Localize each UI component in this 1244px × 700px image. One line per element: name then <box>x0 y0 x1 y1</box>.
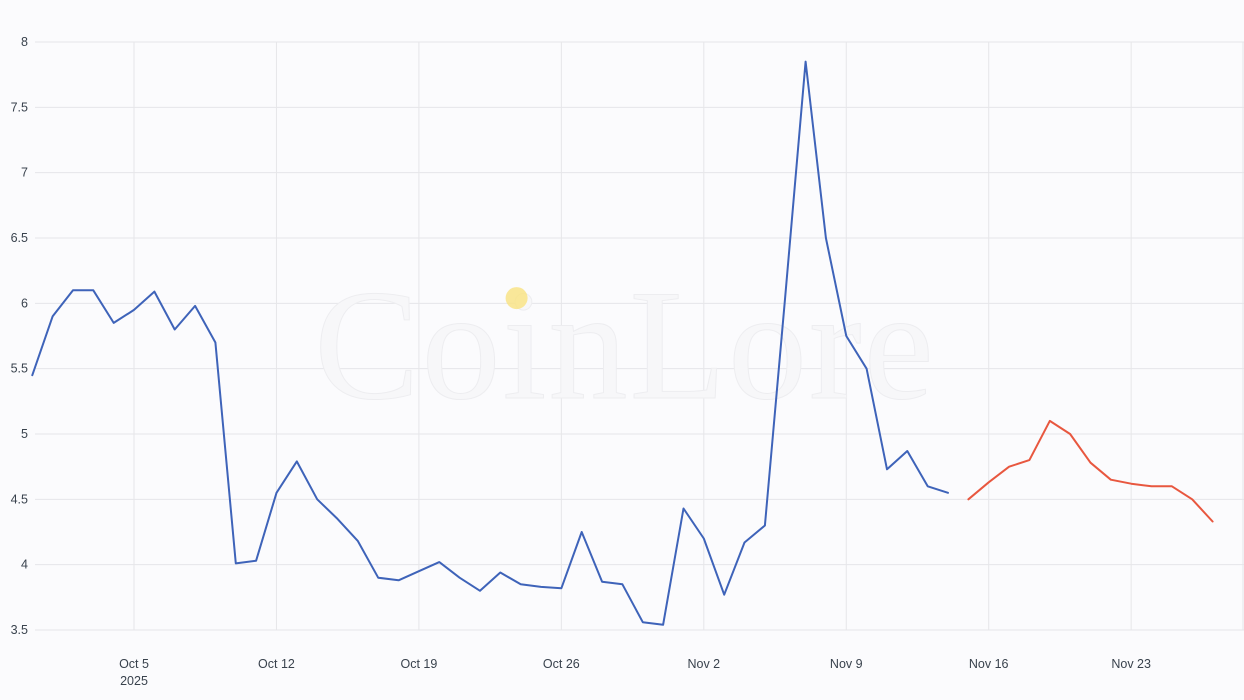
line-series-blue <box>31 60 949 626</box>
y-axis-tick-label: 5.5 <box>11 362 28 376</box>
x-axis-year-label: 2025 <box>120 674 148 688</box>
y-axis-tick-label: 4 <box>21 558 28 572</box>
x-axis-tick-label: Nov 2 <box>687 657 720 671</box>
x-axis-tick-label: Nov 16 <box>969 657 1009 671</box>
y-axis-tick-label: 8 <box>21 35 28 49</box>
x-axis-tick-label: Oct 19 <box>400 657 437 671</box>
y-axis-tick-label: 7 <box>21 166 28 180</box>
y-axis-tick-label: 7.5 <box>11 100 28 114</box>
grid-layer: 8 7.5 7 6.5 6 5.5 5 4.5 4 3.5 Oct 5 2025 Oct 12 Oct 1… <box>11 35 1244 688</box>
watermark-dot-layer <box>505 287 528 310</box>
x-axis-tick-label: Oct 26 <box>543 657 580 671</box>
series-layer <box>31 60 1214 626</box>
x-axis-tick-label: Nov 23 <box>1111 657 1151 671</box>
watermark-text: CoinLore <box>314 258 936 433</box>
line-series-orange <box>967 419 1214 523</box>
y-axis-tick-label: 5 <box>21 427 28 441</box>
x-axis-tick-label: Oct 5 <box>119 657 149 671</box>
watermark-coin-icon <box>505 287 528 310</box>
y-axis-tick-label: 6.5 <box>11 231 28 245</box>
y-axis-tick-label: 3.5 <box>11 623 28 637</box>
x-axis-tick-label: Oct 12 <box>258 657 295 671</box>
x-axis-tick-label: Nov 9 <box>830 657 863 671</box>
y-axis-tick-label: 6 <box>21 296 28 310</box>
y-axis-tick-label: 4.5 <box>11 492 28 506</box>
